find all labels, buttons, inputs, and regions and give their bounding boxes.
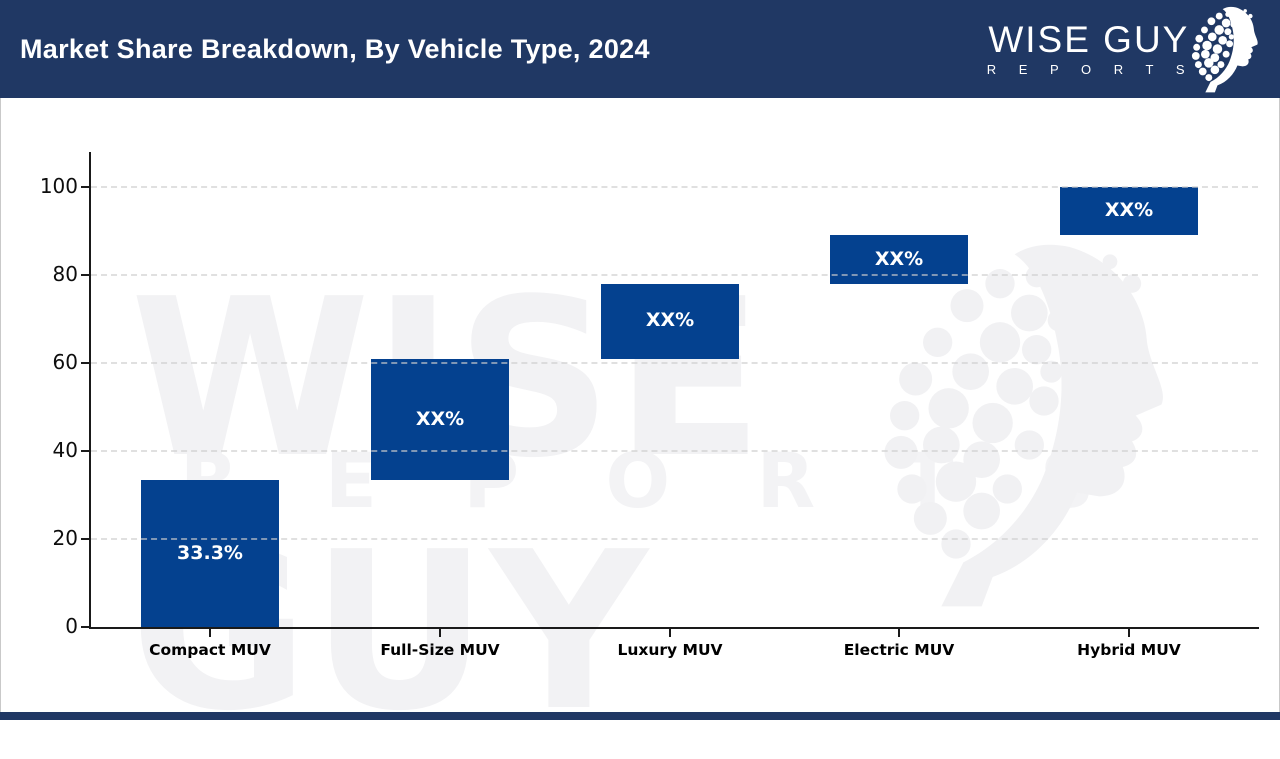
header-bar: Market Share Breakdown, By Vehicle Type,… [0, 0, 1280, 98]
x-tick-2 [439, 629, 441, 637]
category-label-3: Luxury MUV [617, 641, 723, 659]
y-tick-label-80: 80 [52, 262, 78, 286]
brand-logo: WISE GUY R E P O R T S [984, 5, 1266, 93]
y-tick-label-60: 60 [52, 350, 78, 374]
bar-segment-2 [371, 358, 509, 481]
y-axis-line [89, 152, 91, 629]
y-tick-80 [81, 274, 89, 276]
y-tick-label-100: 100 [39, 174, 78, 198]
bar-segment-1 [141, 480, 279, 627]
bar-value-label-1: 33.3% [177, 542, 243, 564]
category-label-4: Electric MUV [843, 641, 955, 659]
bar-segment-3 [601, 283, 739, 359]
gridline-60 [91, 362, 1258, 364]
x-tick-3 [669, 629, 671, 637]
y-tick-20 [81, 538, 89, 540]
y-tick-label-40: 40 [52, 438, 78, 462]
brand-name: WISE GUY [988, 19, 1190, 60]
bar-value-label-2: XX% [415, 408, 465, 430]
brand-logo-text: WISE GUY R E P O R T S [984, 21, 1194, 77]
y-tick-label-20: 20 [52, 526, 78, 550]
category-label-5: Hybrid MUV [1077, 641, 1181, 659]
footer-bar [0, 712, 1280, 720]
category-label-2: Full-Size MUV [380, 641, 500, 659]
waterfall-chart: 0 20 40 60 80 100 33.3% Compact MUV XX% Full-Size… [39, 152, 1259, 659]
gridline-20 [91, 538, 1258, 540]
category-label-1: Compact MUV [149, 641, 271, 659]
brand-subtitle: R E P O R T S [986, 62, 1194, 77]
bar-segment-5 [1060, 187, 1198, 236]
bar-value-label-5: XX% [1104, 199, 1154, 221]
page-title: Market Share Breakdown, By Vehicle Type,… [20, 33, 650, 64]
brand-head-icon [1191, 6, 1258, 93]
gridline-100 [91, 186, 1258, 188]
bar-value-label-3: XX% [645, 309, 695, 331]
y-tick-0 [81, 626, 89, 628]
y-tick-60 [81, 362, 89, 364]
y-tick-100 [81, 186, 89, 188]
gridline-80 [91, 274, 1258, 276]
x-tick-1 [209, 629, 211, 637]
x-tick-4 [898, 629, 900, 637]
y-tick-40 [81, 450, 89, 452]
x-tick-5 [1128, 629, 1130, 637]
x-axis-line [89, 627, 1259, 629]
bar-value-label-4: XX% [874, 248, 924, 270]
gridline-40 [91, 450, 1258, 452]
y-tick-label-0: 0 [65, 614, 78, 638]
